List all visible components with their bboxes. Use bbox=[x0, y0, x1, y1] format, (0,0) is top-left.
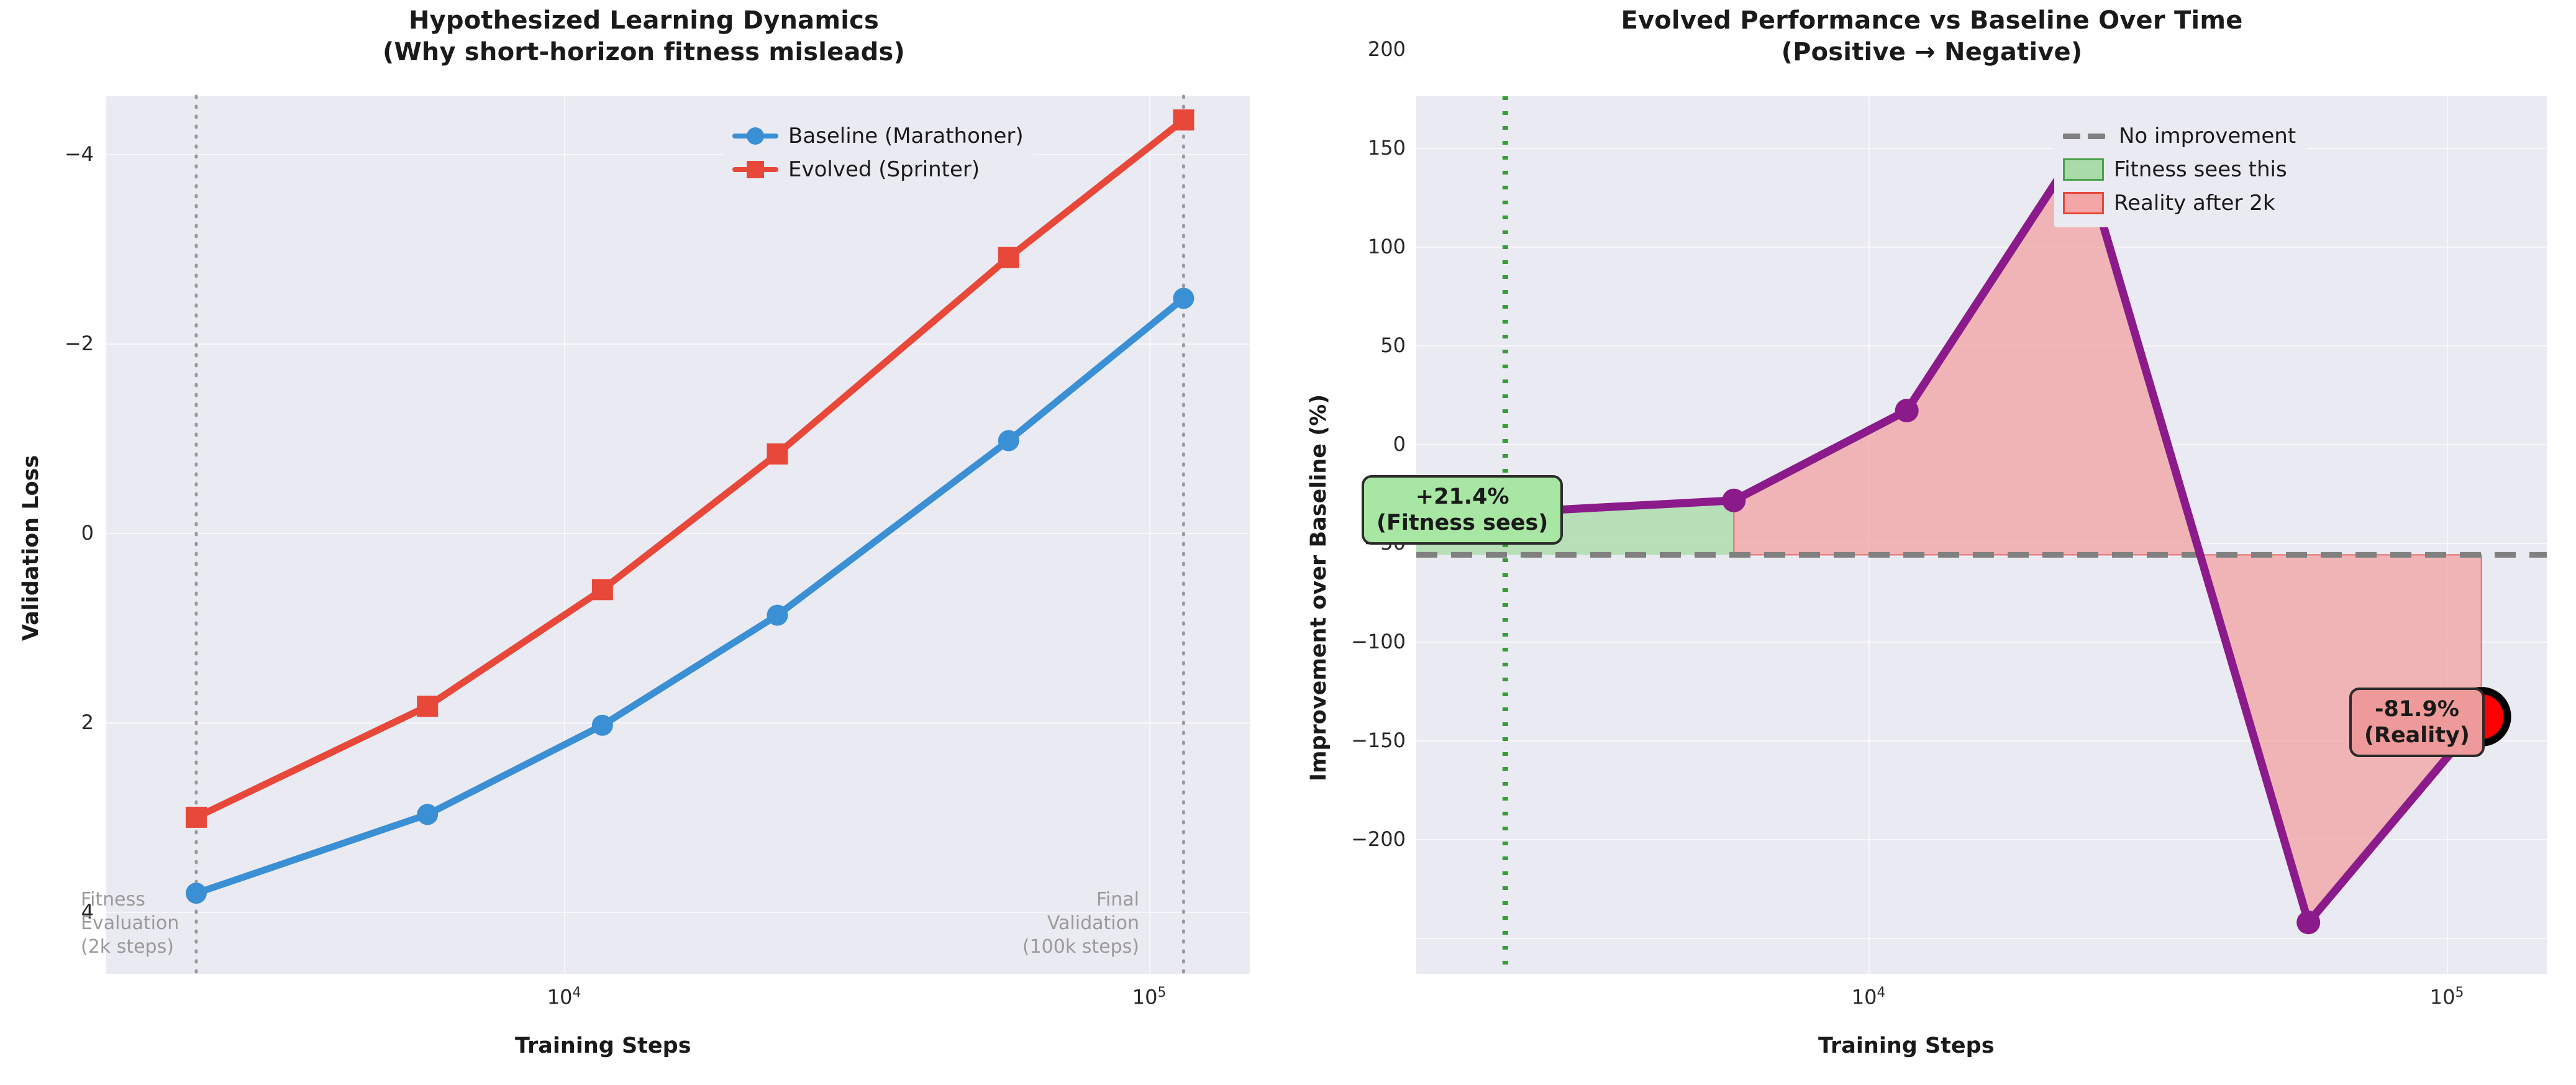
area-fill-1 bbox=[1733, 144, 2482, 924]
left-xtick: 105 bbox=[1099, 985, 1199, 1009]
dashed-line-icon bbox=[2063, 133, 2109, 139]
right-chart-panel: Evolved Performance vs Baseline Over Tim… bbox=[1288, 0, 2576, 1085]
data-point-marker bbox=[1173, 109, 1195, 131]
right-ytick: 100 bbox=[1367, 235, 1406, 258]
legend-item-fitness-sees[interactable]: Fitness sees this bbox=[2063, 153, 2296, 186]
right-y-axis-title: Improvement over Baseline (%) bbox=[1306, 394, 1331, 781]
right-xtick-exp: 4 bbox=[1877, 985, 1886, 1001]
legend-item-reality[interactable]: Reality after 2k bbox=[2063, 186, 2296, 220]
right-ytick: 150 bbox=[1367, 136, 1406, 160]
right-ytick: 200 bbox=[1367, 37, 1406, 61]
legend-label-reality: Reality after 2k bbox=[2114, 191, 2275, 216]
left-xtick-exp: 4 bbox=[572, 985, 581, 1001]
gridline-h bbox=[1416, 740, 2547, 742]
gridline-h bbox=[106, 912, 1250, 913]
gridline-h bbox=[1416, 642, 2547, 643]
fitness-eval-annotation: Fitness Evaluation (2k steps) bbox=[81, 889, 180, 958]
legend-label-evolved: Evolved (Sprinter) bbox=[788, 157, 980, 182]
gridline-h bbox=[106, 722, 1250, 724]
red-patch-icon bbox=[2063, 192, 2104, 214]
right-chart-lines bbox=[1416, 96, 2547, 974]
legend-item-baseline[interactable]: Baseline (Marathoner) bbox=[732, 119, 1024, 153]
left-ytick: 0 bbox=[81, 521, 94, 545]
gridline-h bbox=[1416, 148, 2547, 149]
data-point-marker bbox=[417, 804, 439, 825]
left-chart-title: Hypothesized Learning Dynamics (Why shor… bbox=[0, 5, 1288, 68]
legend-item-no-improvement[interactable]: No improvement bbox=[2063, 119, 2296, 153]
left-y-axis-title: Validation Loss bbox=[19, 455, 43, 641]
data-point-marker bbox=[1722, 488, 1746, 512]
data-point-marker bbox=[998, 430, 1019, 452]
legend-label-baseline: Baseline (Marathoner) bbox=[788, 124, 1024, 148]
right-xtick-base: 10 bbox=[1851, 985, 1877, 1009]
left-ytick: −2 bbox=[64, 332, 94, 355]
left-title-line1: Hypothesized Learning Dynamics bbox=[408, 6, 880, 35]
left-chart-panel: Hypothesized Learning Dynamics (Why shor… bbox=[0, 5, 1288, 1058]
left-xtick-base: 10 bbox=[1132, 985, 1158, 1009]
right-ytick: −200 bbox=[1351, 827, 1406, 851]
green-patch-icon bbox=[2063, 158, 2104, 181]
data-point-marker bbox=[1173, 288, 1195, 309]
right-ytick: 50 bbox=[1380, 334, 1406, 357]
data-point-marker bbox=[591, 714, 613, 736]
left-x-axis-title: Training Steps bbox=[515, 1033, 691, 1058]
data-point-marker bbox=[185, 806, 207, 828]
data-point-marker bbox=[185, 883, 207, 904]
legend-item-evolved[interactable]: Evolved (Sprinter) bbox=[732, 153, 1024, 186]
improvement-line bbox=[1501, 142, 2486, 927]
left-ytick: −4 bbox=[64, 142, 94, 166]
data-point-marker bbox=[998, 247, 1019, 268]
right-ytick: −100 bbox=[1351, 630, 1406, 653]
data-point-marker bbox=[2296, 910, 2321, 935]
gridline-h bbox=[1416, 247, 2547, 248]
right-xtick: 105 bbox=[2397, 985, 2496, 1009]
final-validation-annotation: Final Validation (100k steps) bbox=[1022, 889, 1139, 958]
fitness-callout: +21.4% (Fitness sees) bbox=[1362, 475, 1563, 545]
left-ytick: 2 bbox=[81, 710, 94, 734]
left-xtick-exp: 5 bbox=[1157, 985, 1167, 1001]
gridline-v bbox=[2447, 96, 2448, 974]
reality-callout: -81.9% (Reality) bbox=[2349, 688, 2485, 757]
left-title-line2: (Why short-horizon fitness misleads) bbox=[383, 38, 905, 67]
data-point-marker bbox=[1895, 399, 1919, 423]
left-chart-legend: Baseline (Marathoner) Evolved (Sprinter) bbox=[724, 113, 1034, 194]
gridline-v bbox=[1149, 96, 1150, 974]
left-xtick: 104 bbox=[514, 985, 614, 1009]
circle-marker-icon bbox=[747, 127, 764, 145]
gridline-h bbox=[106, 154, 1250, 155]
right-chart-legend: No improvement Fitness sees this Reality… bbox=[2054, 113, 2306, 227]
square-marker-icon bbox=[747, 161, 764, 178]
right-title-line1: Evolved Performance vs Baseline Over Tim… bbox=[1621, 6, 2243, 35]
data-point-marker bbox=[417, 696, 439, 717]
right-ytick: −150 bbox=[1351, 729, 1406, 752]
series-line-1 bbox=[193, 116, 1187, 821]
left-chart-lines bbox=[185, 94, 1195, 976]
right-title-line2: (Positive → Negative) bbox=[1781, 38, 2083, 67]
gridline-h bbox=[1416, 938, 2547, 939]
left-plot-area bbox=[106, 94, 1250, 976]
right-x-axis-title: Training Steps bbox=[1818, 1033, 1995, 1058]
data-point-marker bbox=[767, 443, 788, 465]
left-xtick-base: 10 bbox=[547, 985, 573, 1009]
right-ytick: 0 bbox=[1393, 432, 1406, 456]
legend-label-fitness-sees: Fitness sees this bbox=[2114, 157, 2287, 182]
gridline-v bbox=[564, 96, 565, 974]
right-xtick-exp: 5 bbox=[2455, 985, 2464, 1001]
left-ytick: 4 bbox=[81, 900, 94, 924]
right-plot-area bbox=[1416, 96, 2547, 974]
data-point-marker bbox=[767, 604, 788, 626]
gridline-h bbox=[1416, 839, 2547, 840]
legend-label-no-improvement: No improvement bbox=[2119, 124, 2296, 148]
data-point-marker bbox=[591, 579, 613, 601]
right-xtick: 104 bbox=[1819, 985, 1918, 1009]
series-line-0 bbox=[193, 294, 1187, 897]
gridline-h bbox=[106, 343, 1250, 345]
right-xtick-base: 10 bbox=[2429, 985, 2455, 1009]
right-chart-title: Evolved Performance vs Baseline Over Tim… bbox=[1288, 5, 2576, 68]
